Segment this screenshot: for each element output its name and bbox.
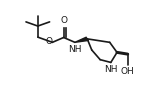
Text: O: O [60,16,67,25]
Text: OH: OH [121,67,135,76]
Text: O: O [45,37,52,46]
Polygon shape [75,37,88,42]
Text: NH: NH [104,65,118,74]
Text: NH: NH [68,45,82,54]
